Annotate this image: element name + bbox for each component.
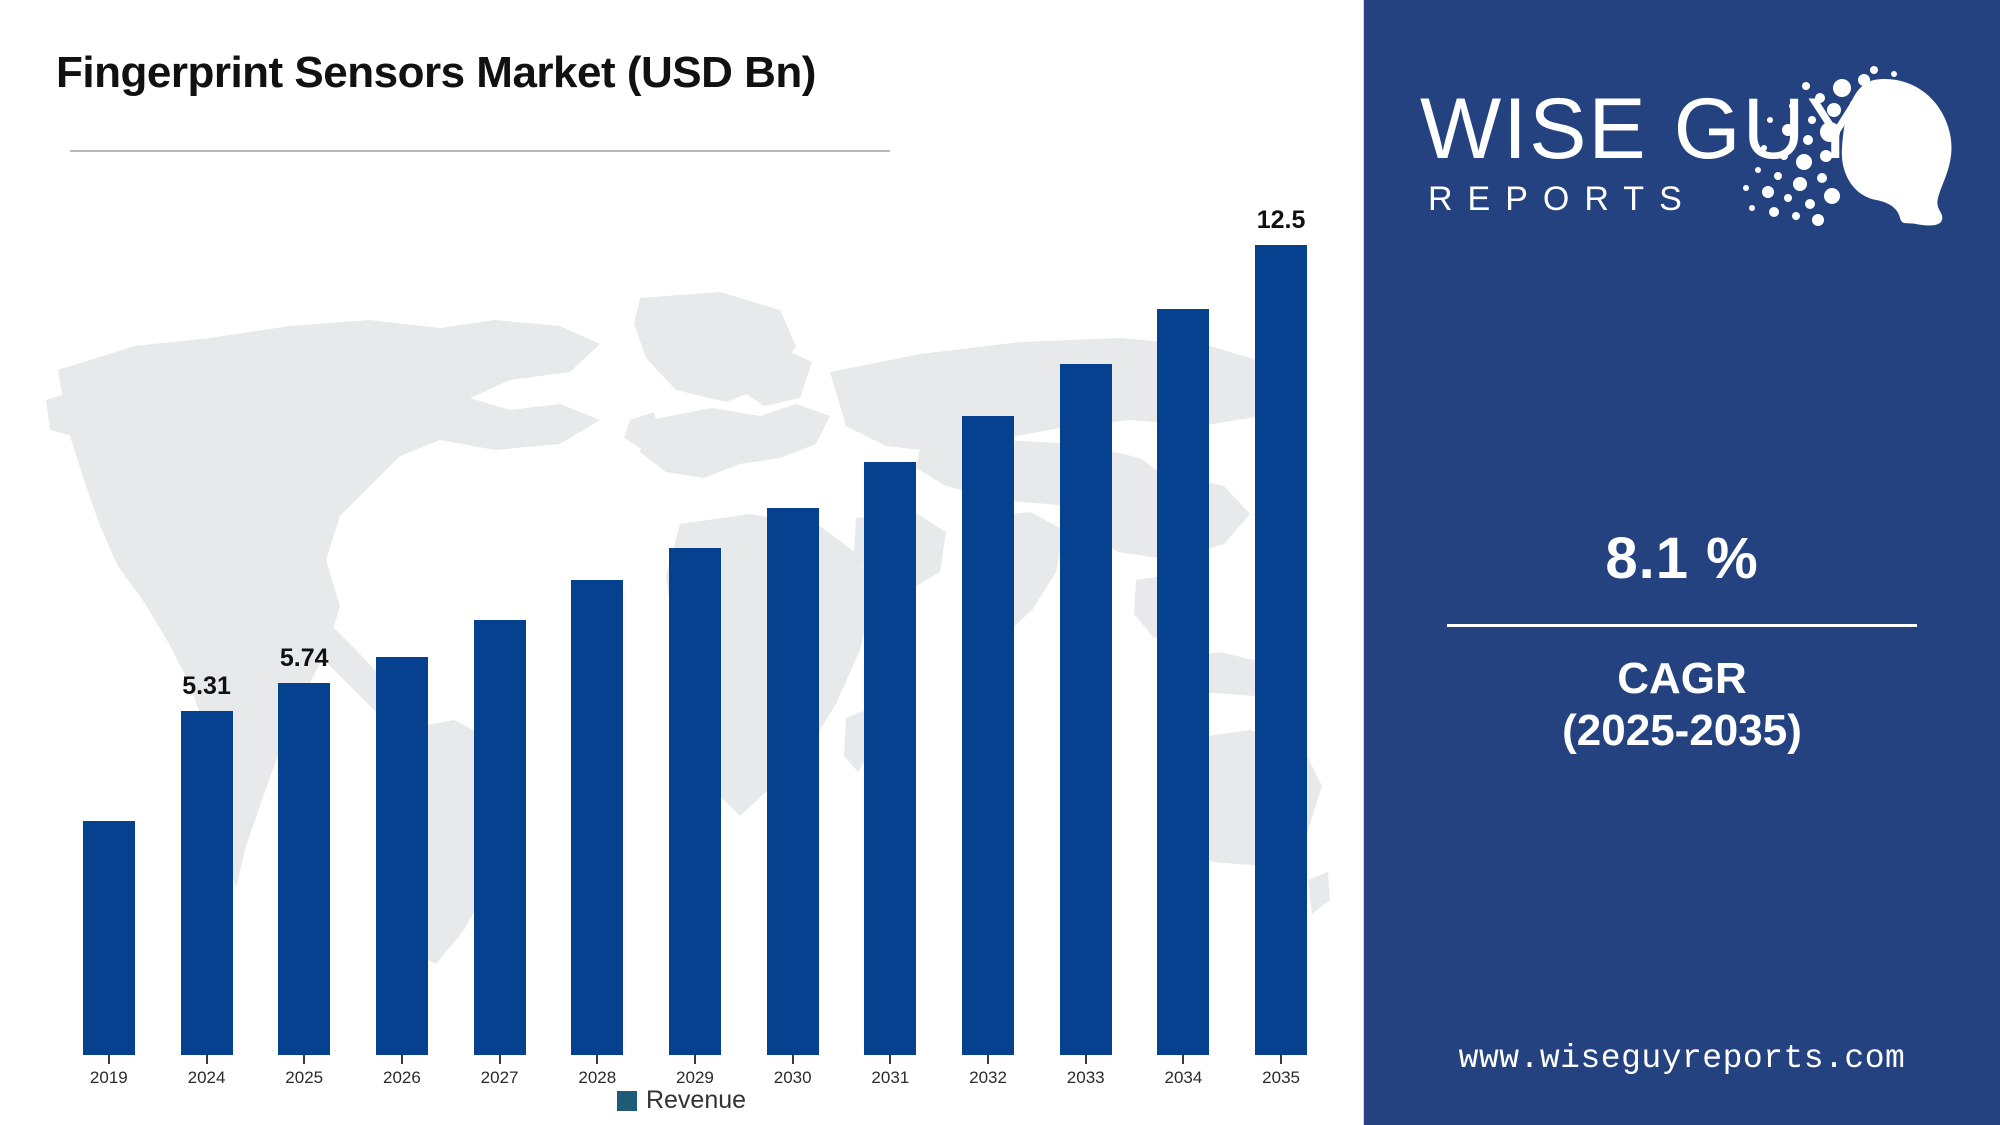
tick-mark-2032 bbox=[987, 1055, 990, 1064]
bar-2031[interactable] bbox=[864, 462, 917, 1055]
bar-value-label-2024: 5.31 bbox=[182, 672, 231, 700]
x-tick-2026: 2026 bbox=[353, 1055, 451, 1101]
cagr-label-line1: CAGR bbox=[1617, 654, 1747, 703]
tick-mark-2030 bbox=[791, 1055, 794, 1064]
bar-2030[interactable] bbox=[766, 508, 819, 1055]
tick-mark-2026 bbox=[400, 1055, 403, 1064]
bar-slot-2027 bbox=[451, 200, 549, 1055]
x-tick-2019: 2019 bbox=[60, 1055, 158, 1101]
chart-legend[interactable]: Revenue bbox=[0, 1086, 1363, 1115]
cagr-label-line2: (2025-2035) bbox=[1562, 705, 1802, 755]
bar-value-label-2035: 12.5 bbox=[1256, 206, 1306, 234]
tick-mark-2031 bbox=[889, 1055, 892, 1064]
bar-2033[interactable] bbox=[1059, 364, 1112, 1055]
x-tick-label-2033: 2033 bbox=[1066, 1068, 1105, 1087]
x-tick-2032: 2032 bbox=[939, 1055, 1037, 1101]
x-axis: 2019 2024 2025 2026 2027 2028 2029 2030 2031 2032… bbox=[60, 1055, 1330, 1101]
bar-slot-2019 bbox=[60, 200, 158, 1055]
tick-mark-2027 bbox=[498, 1055, 501, 1064]
x-tick-label-2024: 2024 bbox=[187, 1068, 226, 1087]
x-tick-2024: 2024 bbox=[158, 1055, 256, 1101]
x-tick-2035: 2035 bbox=[1232, 1055, 1330, 1101]
bar-2019[interactable] bbox=[82, 821, 135, 1055]
bar-slot-2030 bbox=[744, 200, 842, 1055]
tick-mark-2028 bbox=[596, 1055, 599, 1064]
bar-slot-2034 bbox=[1135, 200, 1233, 1055]
bar-slot-2032 bbox=[939, 200, 1037, 1055]
bar-2028[interactable] bbox=[571, 580, 624, 1055]
cagr-label: CAGR (2025-2035) bbox=[1364, 653, 2000, 757]
chart-panel: Fingerprint Sensors Market (USD Bn) bbox=[0, 0, 1364, 1125]
bar-2026[interactable] bbox=[375, 657, 428, 1055]
x-tick-label-2029: 2029 bbox=[676, 1068, 714, 1087]
x-tick-2029: 2029 bbox=[646, 1055, 744, 1101]
tick-mark-2019 bbox=[107, 1055, 110, 1064]
bar-value-label-2025: 5.74 bbox=[279, 644, 329, 672]
bar-2032[interactable] bbox=[962, 416, 1015, 1055]
tick-mark-2035 bbox=[1280, 1055, 1283, 1064]
bar-2034[interactable] bbox=[1157, 309, 1210, 1055]
x-tick-label-2031: 2031 bbox=[871, 1068, 910, 1087]
bar-2024[interactable] bbox=[180, 711, 233, 1055]
bar-slot-2024: 5.31 bbox=[158, 200, 256, 1055]
x-tick-2027: 2027 bbox=[451, 1055, 549, 1101]
tick-mark-2024 bbox=[205, 1055, 208, 1064]
x-tick-label-2027: 2027 bbox=[480, 1068, 519, 1087]
tick-mark-2033 bbox=[1084, 1055, 1087, 1064]
x-tick-label-2026: 2026 bbox=[382, 1068, 421, 1087]
bar-2027[interactable] bbox=[473, 620, 526, 1055]
bar-2029[interactable] bbox=[668, 548, 721, 1055]
cagr-divider bbox=[1447, 624, 1917, 627]
website-url[interactable]: www.wiseguyreports.com bbox=[1458, 1040, 1906, 1077]
bar-slot-2031 bbox=[842, 200, 940, 1055]
bar-slot-2025: 5.74 bbox=[255, 200, 353, 1055]
tick-mark-2025 bbox=[303, 1055, 306, 1064]
x-tick-2030: 2030 bbox=[744, 1055, 842, 1101]
x-tick-2031: 2031 bbox=[842, 1055, 940, 1101]
wiseguy-reports-logo: WISE GUY REPORTS bbox=[1364, 62, 2000, 232]
chart-title: Fingerprint Sensors Market (USD Bn) bbox=[56, 48, 816, 97]
bar-slot-2026 bbox=[353, 200, 451, 1055]
bar-slot-2035: 12.5 bbox=[1232, 200, 1330, 1055]
bar-2025[interactable] bbox=[278, 683, 331, 1055]
legend-swatch-revenue bbox=[616, 1090, 637, 1111]
bar-slot-2033 bbox=[1037, 200, 1135, 1055]
x-tick-2034: 2034 bbox=[1135, 1055, 1233, 1101]
bar-2035[interactable] bbox=[1255, 245, 1308, 1055]
svg-text:REPORTS: REPORTS bbox=[1428, 180, 1697, 218]
plot-area: 5.31 5.74 12.5 bbox=[60, 200, 1330, 1055]
tick-mark-2029 bbox=[693, 1055, 696, 1064]
brand-panel: WISE GUY REPORTS bbox=[1364, 0, 2000, 1125]
cagr-value: 8.1 % bbox=[1605, 526, 1759, 591]
title-divider bbox=[70, 150, 890, 152]
x-tick-label-2025: 2025 bbox=[285, 1068, 324, 1087]
x-tick-2025: 2025 bbox=[255, 1055, 353, 1101]
x-tick-2028: 2028 bbox=[548, 1055, 646, 1101]
tick-mark-2034 bbox=[1182, 1055, 1185, 1064]
x-tick-label-2028: 2028 bbox=[578, 1068, 617, 1087]
x-tick-label-2034: 2034 bbox=[1164, 1068, 1203, 1087]
x-tick-2033: 2033 bbox=[1037, 1055, 1135, 1101]
x-tick-label-2035: 2035 bbox=[1262, 1068, 1300, 1087]
bar-slot-2029 bbox=[646, 200, 744, 1055]
bar-series-revenue: 5.31 5.74 12.5 bbox=[60, 200, 1330, 1055]
cagr-block: 8.1 % CAGR (2025-2035) bbox=[1364, 530, 2000, 757]
x-tick-label-2030: 2030 bbox=[773, 1068, 812, 1087]
legend-label-revenue: Revenue bbox=[645, 1086, 747, 1114]
x-tick-label-2032: 2032 bbox=[969, 1068, 1007, 1087]
bar-slot-2028 bbox=[548, 200, 646, 1055]
x-tick-label-2019: 2019 bbox=[89, 1068, 128, 1087]
